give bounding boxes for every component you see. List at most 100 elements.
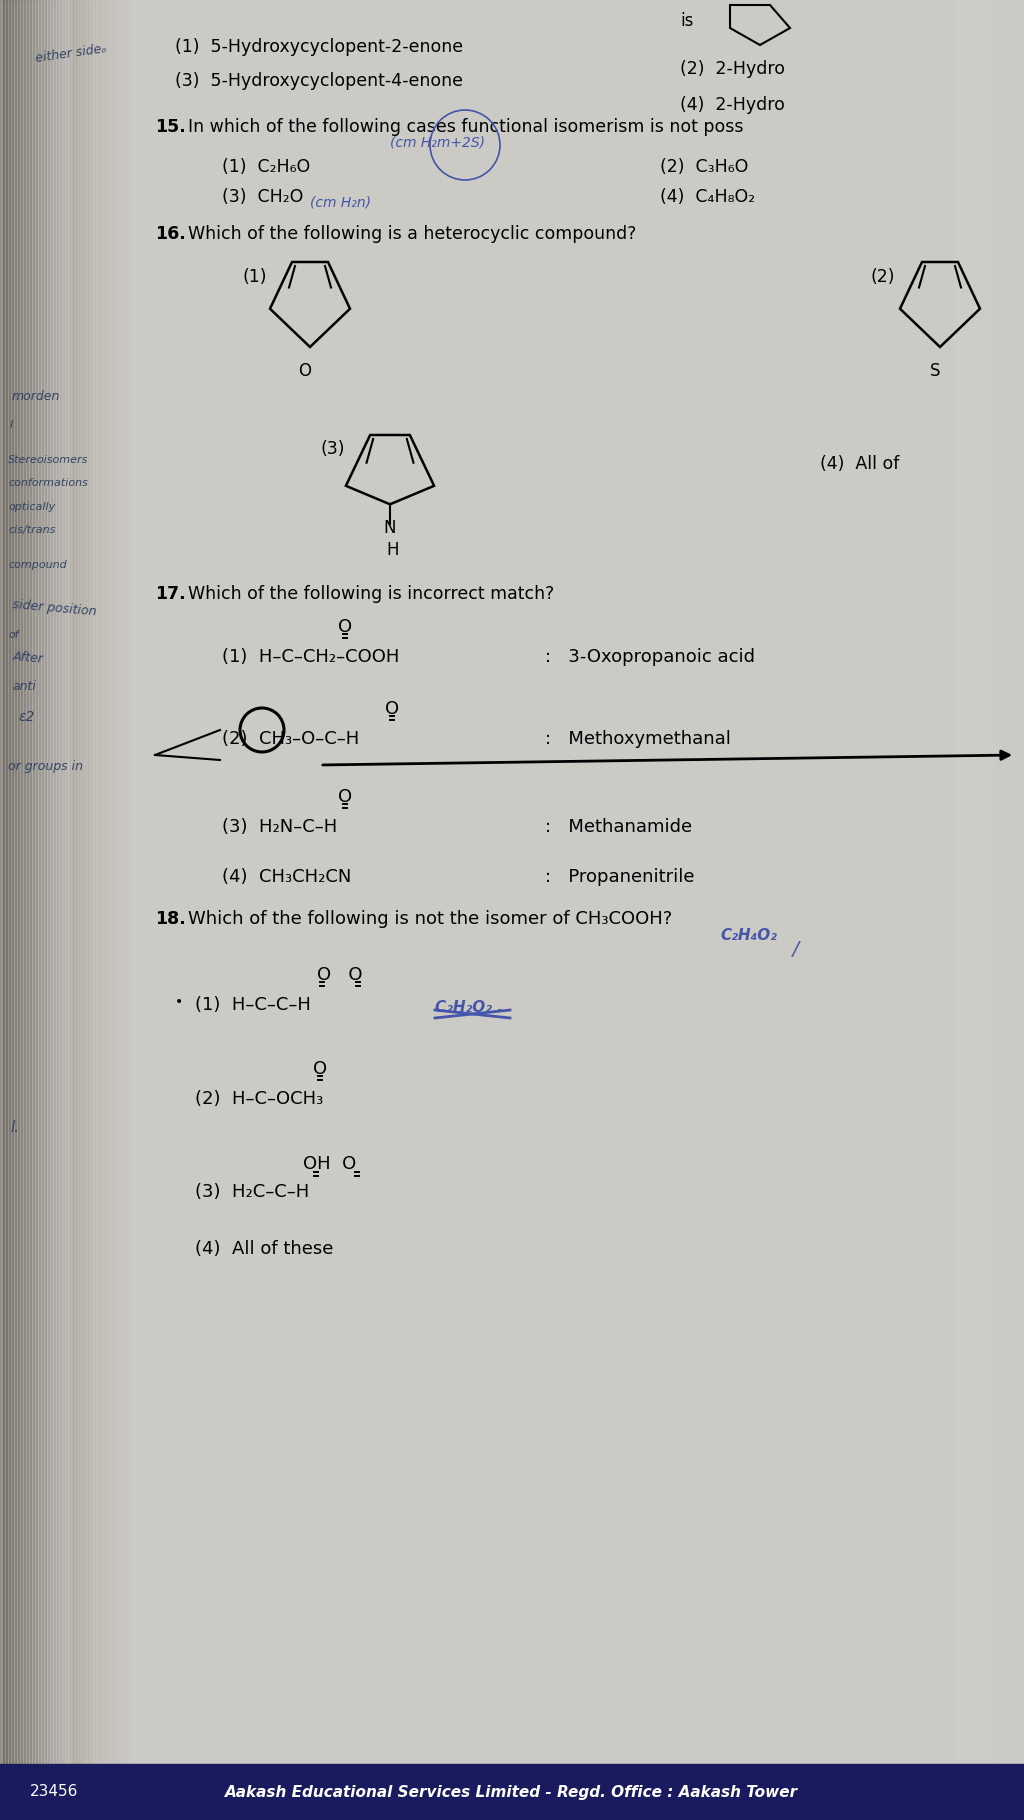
- Bar: [109, 0, 113, 1820]
- Bar: [15, 0, 19, 1820]
- Bar: [30, 0, 34, 1820]
- Bar: [51, 0, 55, 1820]
- Text: H: H: [386, 541, 398, 559]
- Bar: [112, 0, 116, 1820]
- Bar: [994, 0, 1000, 1820]
- Text: O: O: [313, 1059, 327, 1077]
- Text: In which of the following cases functional isomerism is not poss: In which of the following cases function…: [188, 118, 743, 136]
- Bar: [964, 0, 970, 1820]
- Text: (4)  C₄H₈O₂: (4) C₄H₈O₂: [660, 187, 755, 206]
- Text: (4)  CH₃CH₂CN: (4) CH₃CH₂CN: [222, 868, 351, 886]
- Text: either sideₒ: either sideₒ: [35, 42, 108, 66]
- Bar: [79, 0, 83, 1820]
- Bar: [48, 0, 52, 1820]
- Text: :   Methanamide: : Methanamide: [545, 817, 692, 835]
- Bar: [1019, 0, 1024, 1820]
- Text: l.: l.: [10, 1119, 19, 1136]
- Bar: [979, 0, 985, 1820]
- Text: (3): (3): [319, 440, 344, 459]
- Text: N: N: [383, 519, 395, 537]
- Text: (4)  2-Hydro: (4) 2-Hydro: [680, 96, 784, 115]
- Text: Which of the following is a heterocyclic compound?: Which of the following is a heterocyclic…: [188, 226, 636, 244]
- Text: (1): (1): [242, 268, 266, 286]
- Bar: [118, 0, 122, 1820]
- Text: O: O: [385, 701, 399, 719]
- Bar: [989, 0, 995, 1820]
- Bar: [69, 0, 73, 1820]
- Bar: [0, 1764, 1024, 1820]
- Text: (2)  2-Hydro: (2) 2-Hydro: [680, 60, 785, 78]
- Bar: [42, 0, 46, 1820]
- Bar: [959, 0, 965, 1820]
- Bar: [0, 0, 4, 1820]
- Bar: [54, 0, 58, 1820]
- Bar: [106, 0, 110, 1820]
- Bar: [24, 0, 28, 1820]
- Bar: [984, 0, 990, 1820]
- Bar: [1014, 0, 1020, 1820]
- Text: O: O: [299, 362, 311, 380]
- Text: (1)  C₂H₆O: (1) C₂H₆O: [222, 158, 310, 177]
- Text: Which of the following is incorrect match?: Which of the following is incorrect matc…: [188, 584, 554, 602]
- Text: sider position: sider position: [12, 599, 97, 619]
- Bar: [103, 0, 106, 1820]
- Text: or groups in: or groups in: [8, 761, 83, 774]
- Text: Aakash Educational Services Limited - Regd. Office : Aakash Tower: Aakash Educational Services Limited - Re…: [225, 1784, 799, 1800]
- Bar: [36, 0, 40, 1820]
- Bar: [1004, 0, 1010, 1820]
- Bar: [18, 0, 22, 1820]
- Bar: [124, 0, 128, 1820]
- Text: C₂H₄O₂: C₂H₄O₂: [720, 928, 777, 943]
- Bar: [39, 0, 43, 1820]
- Bar: [1009, 0, 1015, 1820]
- Text: morden: morden: [12, 389, 60, 402]
- Bar: [82, 0, 86, 1820]
- Bar: [88, 0, 92, 1820]
- Text: 18.: 18.: [155, 910, 185, 928]
- Text: (3)  5-Hydroxycyclopent-4-enone: (3) 5-Hydroxycyclopent-4-enone: [175, 73, 463, 89]
- Bar: [75, 0, 79, 1820]
- Text: (3)  H₂C–C–H: (3) H₂C–C–H: [195, 1183, 309, 1201]
- Text: (1)  H–C–C–H: (1) H–C–C–H: [195, 996, 311, 1014]
- Bar: [78, 0, 82, 1820]
- Bar: [3, 0, 7, 1820]
- Bar: [87, 0, 91, 1820]
- Bar: [73, 0, 77, 1820]
- Text: ε2: ε2: [18, 710, 35, 724]
- Text: of: of: [8, 630, 18, 641]
- Text: compound: compound: [8, 561, 67, 570]
- Text: cis/trans: cis/trans: [8, 524, 55, 535]
- Bar: [72, 0, 76, 1820]
- Text: is: is: [680, 13, 693, 29]
- Bar: [121, 0, 125, 1820]
- Bar: [76, 0, 80, 1820]
- Text: (1)  5-Hydroxycyclopent-2-enone: (1) 5-Hydroxycyclopent-2-enone: [175, 38, 463, 56]
- Text: anti: anti: [12, 681, 36, 693]
- Bar: [127, 0, 131, 1820]
- Text: Stereoisomers: Stereoisomers: [8, 455, 88, 464]
- Text: (2): (2): [870, 268, 895, 286]
- Bar: [115, 0, 119, 1820]
- Text: 17.: 17.: [155, 584, 185, 602]
- Bar: [100, 0, 104, 1820]
- Bar: [81, 0, 85, 1820]
- Text: (1)  H–C–CH₂–COOH: (1) H–C–CH₂–COOH: [222, 648, 399, 666]
- Text: :   3-Oxopropanoic acid: : 3-Oxopropanoic acid: [545, 648, 755, 666]
- Bar: [94, 0, 98, 1820]
- Text: 23456: 23456: [30, 1784, 79, 1800]
- Bar: [70, 0, 74, 1820]
- Bar: [974, 0, 980, 1820]
- Text: (3)  H₂N–C–H: (3) H₂N–C–H: [222, 817, 337, 835]
- Text: After: After: [12, 650, 44, 666]
- Text: /: /: [730, 939, 799, 959]
- Text: (4)  All of: (4) All of: [820, 455, 899, 473]
- Bar: [84, 0, 88, 1820]
- Text: Which of the following is not the isomer of CH₃COOH?: Which of the following is not the isomer…: [188, 910, 672, 928]
- Text: :   Methoxymethanal: : Methoxymethanal: [545, 730, 731, 748]
- Text: O: O: [338, 788, 352, 806]
- Text: optically: optically: [8, 502, 55, 511]
- Text: conformations: conformations: [8, 479, 88, 488]
- Bar: [33, 0, 37, 1820]
- Bar: [9, 0, 13, 1820]
- Bar: [969, 0, 975, 1820]
